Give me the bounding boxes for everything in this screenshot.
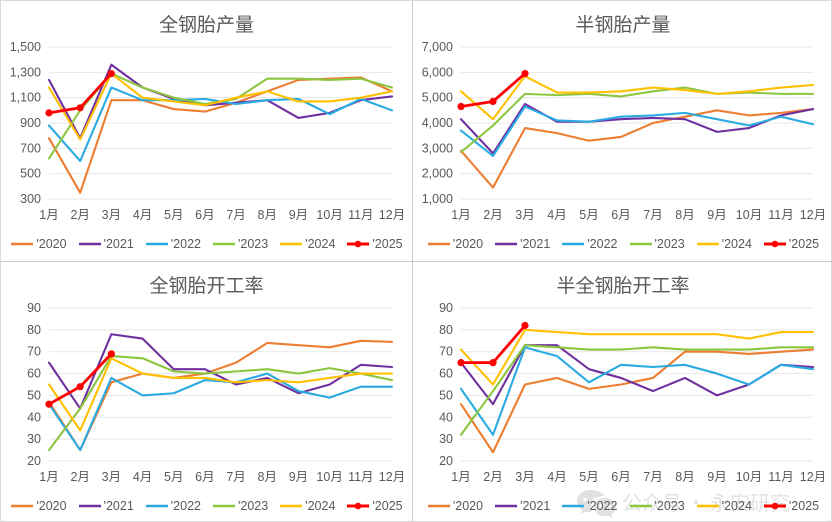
svg-text:2,000: 2,000: [422, 167, 453, 181]
svg-text:3月: 3月: [102, 470, 121, 484]
svg-text:30: 30: [27, 432, 41, 446]
svg-text:6月: 6月: [195, 470, 214, 484]
svg-text:12月: 12月: [379, 470, 405, 484]
svg-text:10月: 10月: [316, 470, 342, 484]
svg-text:4月: 4月: [547, 208, 566, 222]
svg-text:10月: 10月: [316, 208, 342, 222]
svg-text:8月: 8月: [675, 208, 694, 222]
svg-text:9月: 9月: [289, 208, 308, 222]
svg-text:50: 50: [439, 388, 453, 402]
svg-text:4月: 4月: [547, 470, 566, 484]
svg-text:12月: 12月: [379, 208, 405, 222]
svg-text:1,100: 1,100: [10, 91, 41, 105]
svg-text:9月: 9月: [707, 208, 726, 222]
svg-text:2月: 2月: [70, 208, 89, 222]
svg-text:1月: 1月: [39, 470, 58, 484]
svg-text:4月: 4月: [133, 470, 152, 484]
svg-text:500: 500: [20, 167, 41, 181]
svg-text:7月: 7月: [643, 208, 662, 222]
svg-text:60: 60: [27, 367, 41, 381]
svg-text:5月: 5月: [579, 470, 598, 484]
svg-text:50: 50: [27, 388, 41, 402]
svg-text:11月: 11月: [768, 470, 793, 484]
svg-text:90: 90: [27, 301, 41, 315]
svg-text:1月: 1月: [451, 208, 470, 222]
svg-text:11月: 11月: [348, 470, 373, 484]
svg-text:7,000: 7,000: [422, 40, 453, 54]
svg-text:6月: 6月: [611, 470, 630, 484]
svg-text:7月: 7月: [226, 208, 245, 222]
svg-text:6月: 6月: [611, 208, 630, 222]
svg-text:10月: 10月: [736, 470, 762, 484]
svg-text:1,300: 1,300: [10, 65, 41, 79]
svg-text:300: 300: [20, 192, 41, 206]
svg-text:12月: 12月: [800, 208, 826, 222]
svg-text:6,000: 6,000: [422, 65, 453, 79]
svg-text:900: 900: [20, 116, 41, 130]
svg-text:4月: 4月: [133, 208, 152, 222]
svg-text:40: 40: [27, 410, 41, 424]
svg-text:2月: 2月: [483, 470, 502, 484]
svg-text:8月: 8月: [258, 470, 277, 484]
svg-text:5月: 5月: [164, 470, 183, 484]
svg-text:60: 60: [439, 367, 453, 381]
svg-text:80: 80: [27, 323, 41, 337]
svg-text:1,500: 1,500: [10, 40, 41, 54]
svg-text:20: 20: [27, 454, 41, 468]
svg-text:9月: 9月: [289, 470, 308, 484]
svg-text:1月: 1月: [451, 470, 470, 484]
svg-text:70: 70: [27, 345, 41, 359]
svg-text:80: 80: [439, 323, 453, 337]
svg-text:70: 70: [439, 345, 453, 359]
svg-text:7月: 7月: [643, 470, 662, 484]
svg-text:1,000: 1,000: [422, 192, 453, 206]
svg-text:2月: 2月: [70, 470, 89, 484]
svg-text:8月: 8月: [675, 470, 694, 484]
svg-text:5,000: 5,000: [422, 91, 453, 105]
svg-text:3月: 3月: [515, 470, 534, 484]
svg-text:700: 700: [20, 141, 41, 155]
svg-text:4,000: 4,000: [422, 116, 453, 130]
svg-text:3月: 3月: [515, 208, 534, 222]
svg-text:7月: 7月: [226, 470, 245, 484]
svg-text:11月: 11月: [768, 208, 793, 222]
svg-text:90: 90: [439, 301, 453, 315]
svg-text:12月: 12月: [800, 470, 826, 484]
svg-text:11月: 11月: [348, 208, 373, 222]
svg-text:6月: 6月: [195, 208, 214, 222]
svg-text:8月: 8月: [258, 208, 277, 222]
svg-text:5月: 5月: [164, 208, 183, 222]
svg-text:40: 40: [439, 410, 453, 424]
svg-text:10月: 10月: [736, 208, 762, 222]
svg-text:20: 20: [439, 454, 453, 468]
svg-text:5月: 5月: [579, 208, 598, 222]
svg-text:9月: 9月: [707, 470, 726, 484]
svg-text:3月: 3月: [102, 208, 121, 222]
svg-text:1月: 1月: [39, 208, 58, 222]
svg-text:3,000: 3,000: [422, 141, 453, 155]
svg-text:2月: 2月: [483, 208, 502, 222]
svg-text:30: 30: [439, 432, 453, 446]
